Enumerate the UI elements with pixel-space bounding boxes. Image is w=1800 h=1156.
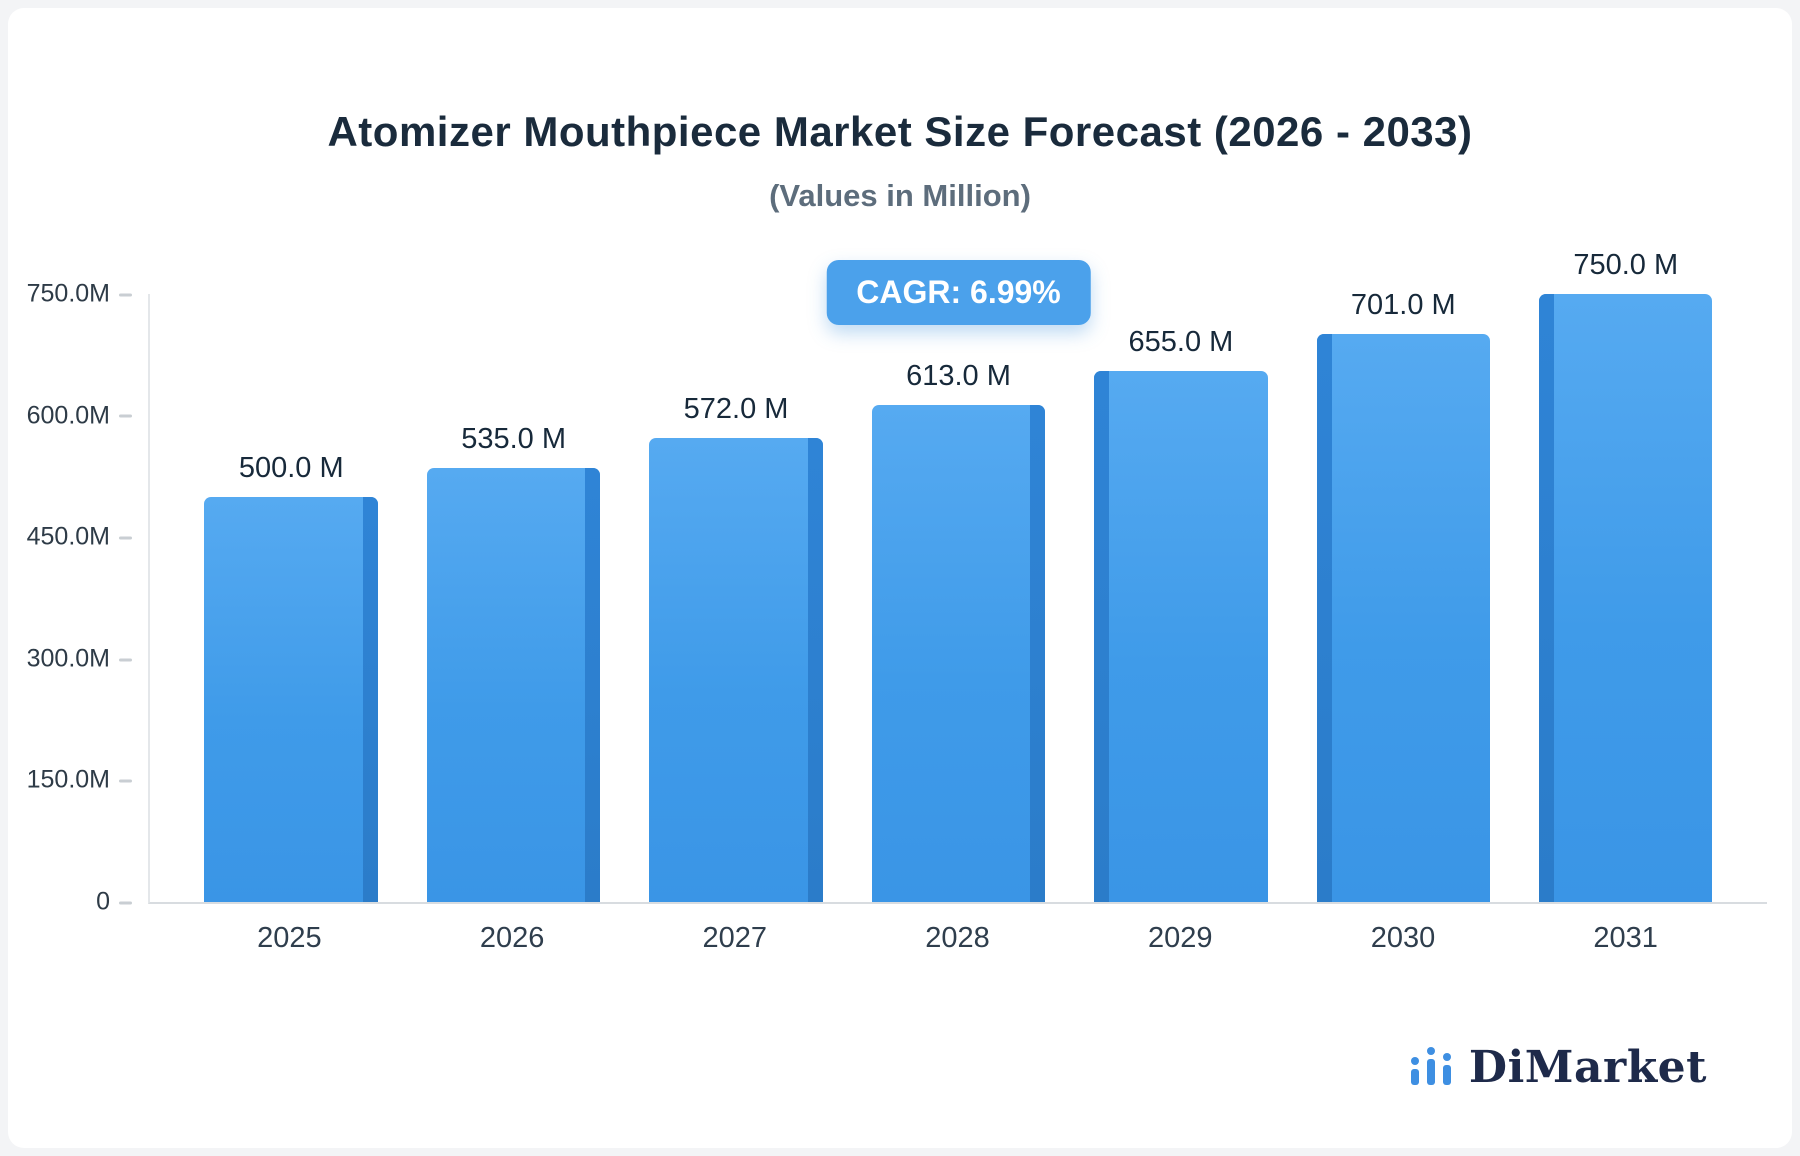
x-axis-label: 2031 xyxy=(1593,922,1658,954)
x-axis-label: 2025 xyxy=(257,922,322,954)
bar-slot: 500.0 M xyxy=(180,294,402,903)
plot-area: CAGR: 6.99% 500.0 M 535.0 M 572.0 M 613.0 M… xyxy=(27,249,1767,916)
bar-chart-logo-icon xyxy=(1405,1039,1457,1096)
chart-card: Atomizer Mouthpiece Market Size Forecast… xyxy=(8,8,1792,1148)
x-axis-label: 2028 xyxy=(925,922,990,954)
bar xyxy=(649,438,824,902)
x-axis-label: 2030 xyxy=(1370,922,1436,954)
bar-value-label: 613.0 M xyxy=(906,360,1011,393)
bar-value-label: 500.0 M xyxy=(238,451,344,484)
x-axis-label: 2027 xyxy=(702,922,768,954)
bar-slot: 535.0 M xyxy=(402,294,624,902)
bar-slot: 613.0 M xyxy=(847,294,1069,902)
bar-value-label: 701.0 M xyxy=(1350,288,1456,321)
tick-mark xyxy=(119,658,132,662)
bars-container: 500.0 M 535.0 M 572.0 M 613.0 M 655.0 M 701.0… xyxy=(150,249,1767,903)
tick-mark xyxy=(119,779,132,783)
bar-slot: 655.0 M xyxy=(1070,294,1292,902)
tick-mark xyxy=(119,293,132,297)
logo-text: DiMarket xyxy=(1468,1042,1707,1093)
x-axis-label: 2029 xyxy=(1147,922,1213,954)
bar xyxy=(204,496,379,903)
brand-logo: DiMarket xyxy=(1405,1039,1707,1096)
bar-value-label: 572.0 M xyxy=(683,393,789,426)
bar xyxy=(871,405,1046,902)
y-axis-tick: 450.0M xyxy=(10,523,132,552)
bar xyxy=(426,468,601,902)
y-axis-tick: 300.0M xyxy=(10,644,132,673)
tick-mark xyxy=(119,536,132,540)
bar-value-label: 750.0 M xyxy=(1573,249,1679,281)
bar xyxy=(1094,371,1268,902)
bar-value-label: 655.0 M xyxy=(1128,326,1234,359)
y-axis-tick: 600.0M xyxy=(10,401,132,430)
bar xyxy=(1539,294,1713,902)
x-axis-label: 2026 xyxy=(479,922,545,954)
bar xyxy=(1316,333,1491,903)
y-axis-tick: 150.0M xyxy=(10,766,132,795)
tick-mark xyxy=(119,901,132,905)
y-axis-tick: 0 xyxy=(10,888,132,917)
chart-title: Atomizer Mouthpiece Market Size Forecast… xyxy=(327,108,1473,155)
bar-slot: 572.0 M xyxy=(625,294,847,902)
chart-subtitle: (Values in Million) xyxy=(769,178,1031,213)
tick-mark xyxy=(119,414,132,418)
x-axis-labels: 2025 2026 2027 2028 2029 2030 2031 xyxy=(148,922,1767,955)
bar-value-label: 535.0 M xyxy=(461,423,567,456)
bar-slot: 701.0 M xyxy=(1292,289,1514,903)
cagr-badge: CAGR: 6.99% xyxy=(826,260,1091,325)
y-axis-tick: 750.0M xyxy=(10,280,132,309)
bar-slot: 750.0 M xyxy=(1515,249,1737,902)
